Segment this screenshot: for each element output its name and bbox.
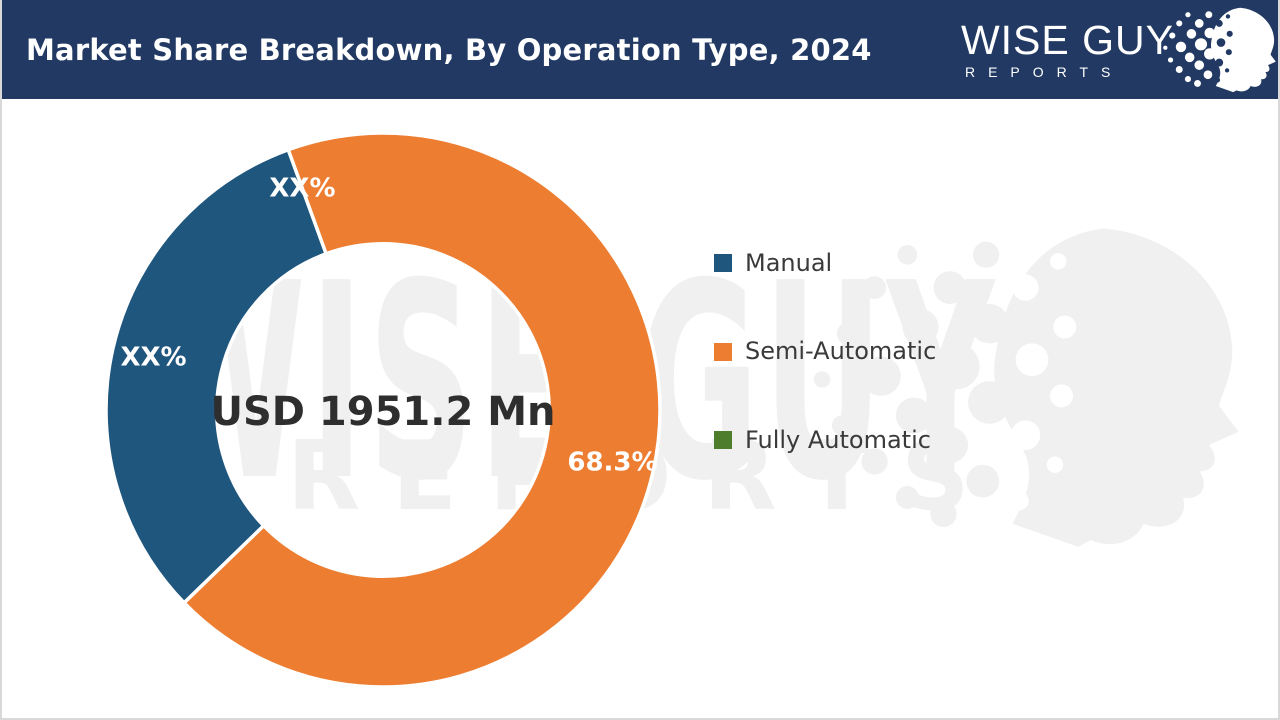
legend-item-manual: Manual bbox=[714, 250, 936, 276]
legend-swatch-fully-automatic bbox=[714, 430, 732, 449]
face-logo-icon bbox=[1163, 7, 1276, 93]
header: Market Share Breakdown, By Operation Typ… bbox=[2, 0, 1278, 99]
legend-label: Manual bbox=[745, 249, 833, 277]
page-title: Market Share Breakdown, By Operation Typ… bbox=[26, 32, 872, 67]
brand-logo: WISE GUY REPORTS bbox=[960, 0, 1278, 99]
slice-percentage-label: 68.3% bbox=[567, 448, 657, 478]
legend-swatch-semi-automatic bbox=[714, 342, 732, 361]
donut-chart: XX% 68.3% XX% USD 1951.2 Mn bbox=[104, 131, 662, 689]
watermark-face-graphic bbox=[813, 228, 1239, 547]
brand-reports-text: REPORTS bbox=[964, 63, 1124, 80]
legend: Manual Semi-Automatic Fully Automatic bbox=[714, 250, 936, 453]
legend-label: Semi-Automatic bbox=[745, 337, 937, 366]
brand-name-text: WISE GUY bbox=[960, 16, 1174, 63]
slice-percentage-label: XX% bbox=[120, 342, 186, 372]
brand-wordmark: WISE GUY REPORTS bbox=[960, 16, 1174, 80]
legend-swatch-manual bbox=[714, 254, 732, 273]
legend-item-fully-automatic: Fully Automatic bbox=[714, 425, 936, 454]
legend-label: Fully Automatic bbox=[745, 425, 931, 454]
slice-percentage-label: XX% bbox=[269, 174, 335, 204]
slice-semi-automatic bbox=[181, 131, 662, 689]
slice-manual bbox=[104, 147, 329, 606]
legend-item-semi-automatic: Semi-Automatic bbox=[714, 337, 937, 366]
center-value-label: USD 1951.2 Mn bbox=[211, 389, 556, 435]
